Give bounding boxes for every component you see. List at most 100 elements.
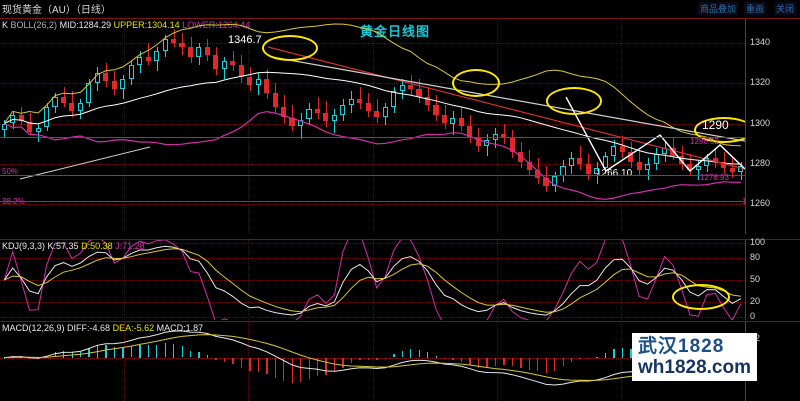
macd-histogram-bar <box>266 357 268 375</box>
boll-mid-line <box>3 71 741 165</box>
boll-lower-line <box>3 110 741 200</box>
candle-body <box>35 127 41 132</box>
candle-body <box>306 109 312 120</box>
kdj-axis-tick: 80 <box>750 252 761 263</box>
price-plot-area[interactable]: 1346.7 1266.10 1290 50% 38.2% 1286.92 1276.93 1… <box>0 19 745 234</box>
candle-body <box>365 103 371 112</box>
candle-body <box>314 109 320 114</box>
candle-body <box>645 163 651 170</box>
candle-body <box>357 99 363 104</box>
candle-body <box>399 85 405 92</box>
candle-body <box>594 167 600 174</box>
candle-body <box>382 107 388 118</box>
candle-body <box>103 73 109 82</box>
macd-histogram-bar <box>147 345 150 358</box>
candle-body <box>408 85 414 90</box>
candle-wick <box>732 157 734 178</box>
price-value-label: 1276.93 <box>700 173 729 182</box>
kdj-vgridline <box>497 240 498 320</box>
kdj-overlay-svg <box>3 240 742 320</box>
candle-body <box>170 39 177 44</box>
macd-histogram-bar <box>503 357 505 365</box>
kdj-panel[interactable]: KDJ(9,3,3) K:57.35 D:50.38 J:71.28 100 80… <box>0 238 800 321</box>
macd-histogram-bar <box>435 355 437 358</box>
candle-wick <box>317 97 319 120</box>
macd-histogram-bar <box>105 345 107 358</box>
window-title-bar: 现货黄金（AU）（日线） 商品叠加 重画 关闭 <box>0 0 800 18</box>
candle-body <box>128 65 134 80</box>
price-gridline <box>0 203 745 205</box>
candle-body <box>27 121 33 132</box>
macd-histogram-bar <box>257 357 260 372</box>
macd-histogram-bar <box>274 357 276 378</box>
candle-body <box>721 161 727 168</box>
candle-body <box>221 61 227 70</box>
high-label: 1346.7 <box>228 34 262 46</box>
candle-wick <box>698 159 700 180</box>
macd-histogram-bar <box>215 357 217 361</box>
candle-body <box>568 157 574 166</box>
candle-body <box>154 51 160 62</box>
candle-wick <box>148 43 150 66</box>
macd-histogram-bar <box>325 357 327 375</box>
macd-histogram-bar <box>384 357 387 359</box>
macd-histogram-bar <box>291 357 293 384</box>
candle-body <box>43 107 50 128</box>
overlay-button[interactable]: 商品叠加 <box>697 2 738 15</box>
candle-wick <box>173 29 175 48</box>
macd-histogram-bar <box>587 357 590 359</box>
candle-body <box>272 93 278 108</box>
macd-diff-line <box>4 330 741 386</box>
macd-histogram-bar <box>520 357 522 368</box>
candle-body <box>577 157 583 164</box>
macd-histogram-bar <box>418 350 420 358</box>
candle-body <box>137 57 143 66</box>
candle-body <box>187 47 194 58</box>
price-level-line <box>0 175 745 176</box>
kdj-annotation-ellipse <box>672 284 730 310</box>
macd-histogram-bar <box>621 347 624 358</box>
fib-label: 38.2% <box>2 197 25 206</box>
watermark-line-2: wh1828.com <box>638 357 751 378</box>
price-axis-tick: 1300 <box>750 117 771 128</box>
candle-body <box>458 117 464 126</box>
candle-body <box>196 47 202 58</box>
price-gridline <box>0 163 745 165</box>
candle-body <box>289 117 295 126</box>
macd-dea-value: DEA:-5.62 <box>112 323 155 333</box>
candle-body <box>264 79 270 94</box>
wave-projection-line <box>565 96 745 173</box>
candle-body <box>501 133 507 138</box>
candle-body <box>255 79 261 86</box>
kdj-plot-area[interactable] <box>0 240 745 320</box>
chart-title: 黄金日线图 <box>360 24 431 39</box>
price-overlay-svg <box>3 23 745 200</box>
price-axis-tick: 1280 <box>750 157 771 168</box>
macd-histogram-bar <box>173 344 175 358</box>
candle-body <box>247 77 253 86</box>
macd-histogram-bar <box>63 350 65 358</box>
candle-body <box>69 103 75 112</box>
candle-body <box>729 167 735 172</box>
macd-histogram-bar <box>240 357 243 368</box>
kdj-k-line <box>3 245 742 316</box>
macd-histogram-bar <box>562 357 564 367</box>
price-axis-tick: 1320 <box>750 77 771 88</box>
candle-body <box>297 119 304 126</box>
macd-dea-line <box>4 334 741 381</box>
annotation-ellipse-target <box>694 117 745 143</box>
macd-overlay-svg <box>4 330 741 386</box>
macd-histogram-bar <box>630 348 632 358</box>
price-vgridline <box>621 19 622 234</box>
close-button[interactable]: 关闭 <box>773 2 796 15</box>
kdj-params: KDJ(9,3,3) <box>2 241 46 251</box>
price-axis-tick: 1340 <box>750 37 771 48</box>
macd-histogram-bar <box>494 357 497 366</box>
price-panel[interactable]: K BOLL(26,2) MID:1284.29 UPPER:1304.14 L… <box>0 18 800 234</box>
boll-upper-value: UPPER:1304.14 <box>113 20 180 30</box>
low-label: 1266.10 <box>596 168 633 179</box>
redraw-button[interactable]: 重画 <box>743 2 766 15</box>
macd-histogram-bar <box>469 357 471 365</box>
macd-plot-area[interactable] <box>0 322 745 401</box>
candle-body <box>52 97 58 108</box>
